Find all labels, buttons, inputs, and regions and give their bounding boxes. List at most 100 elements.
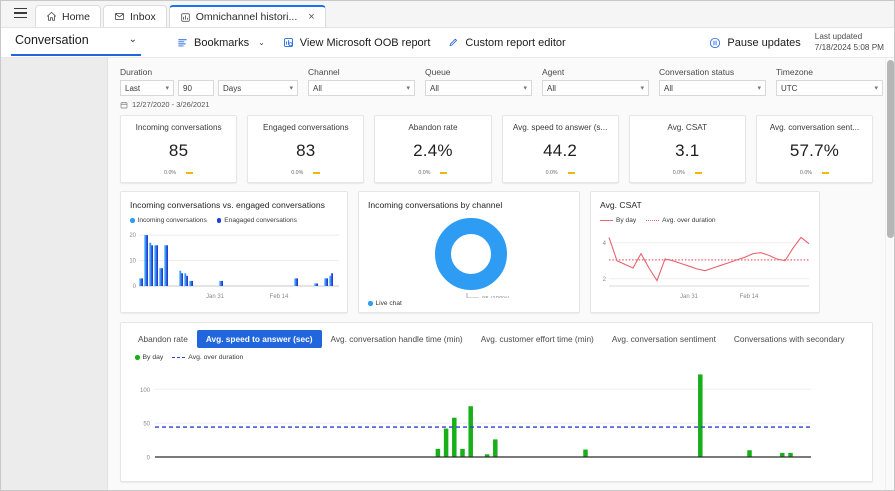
legend-item-engaged[interactable]: Enagaged conversations [216, 217, 297, 224]
chevron-down-icon: ▾ [874, 85, 878, 92]
close-icon[interactable]: × [308, 11, 315, 23]
browser-tab-omnichannel-historical[interactable]: Omnichannel histori... × [168, 5, 326, 27]
conversation-status-select[interactable]: All ▾ [659, 80, 766, 96]
metric-tab[interactable]: Avg. speed to answer (sec) [196, 330, 322, 348]
queue-select[interactable]: All ▾ [425, 80, 532, 96]
filter-duration-label: Duration [120, 67, 153, 77]
svg-text:50: 50 [143, 422, 150, 428]
chevron-down-icon: ▾ [406, 85, 410, 92]
legend-swatch-avg-over-duration [646, 220, 660, 221]
chart-incoming-by-channel[interactable]: 85 (100%) [359, 210, 579, 298]
timezone-select[interactable]: UTC ▾ [776, 80, 883, 96]
legend-item-avg-over-duration[interactable]: Avg. over duration [646, 217, 716, 224]
bookmarks-button[interactable]: Bookmarks ⌄ [177, 37, 265, 49]
metric-tab[interactable]: Conversations with secondary [733, 334, 845, 344]
view-oob-report-label: View Microsoft OOB report [299, 36, 431, 49]
duration-unit-select[interactable]: Days ▾ [218, 80, 298, 96]
pencil-icon [450, 38, 458, 46]
metric-detail-panel: Abandon rate Avg. speed to answer (sec) Av… [120, 322, 873, 482]
browser-tab-inbox-label: Inbox [130, 10, 156, 23]
kpi-delta: 0.0% [673, 170, 702, 176]
metric-tab[interactable]: Avg. conversation sentiment [611, 334, 716, 344]
report-icon [181, 12, 190, 22]
kpi-delta-percent: 0.0% [545, 170, 558, 176]
legend-item-incoming[interactable]: Incoming conversations [130, 217, 207, 224]
kpi-card[interactable]: Avg. conversation sent... 57.7% 0.0% [755, 115, 874, 183]
legend-item-live-chat[interactable]: Live chat [368, 300, 402, 307]
left-navigation-rail[interactable] [1, 58, 108, 490]
duration-amount-input[interactable]: 90 [178, 80, 214, 96]
custom-report-editor-button[interactable]: Custom report editor [448, 36, 566, 49]
legend-label-by-day: By day [616, 217, 637, 224]
vertical-scrollbar-thumb[interactable] [887, 60, 894, 238]
metric-tab-list: Abandon rate Avg. speed to answer (sec) Av… [121, 323, 872, 348]
hamburger-menu-icon[interactable] [7, 1, 33, 26]
filter-agent: Agent All ▾ [542, 67, 649, 109]
card-avg-csat-legend: By day Avg. over duration [591, 210, 819, 224]
kpi-card[interactable]: Engaged conversations 83 0.0% [247, 115, 365, 183]
chevron-down-icon: ▾ [640, 85, 644, 92]
kpi-card[interactable]: Avg. CSAT 3.1 0.0% [628, 115, 746, 183]
legend-label-engaged: Enagaged conversations [224, 217, 297, 224]
kpi-delta: 0.0% [164, 170, 194, 176]
chart-avg-speed-to-answer[interactable]: 50 100 0 [121, 361, 821, 461]
chart-avg-csat[interactable]: 2 4 Jan 31 Feb 14 [591, 224, 819, 302]
kpi-value: 2.4% [413, 141, 453, 160]
svg-text:85 (100%): 85 (100%) [482, 297, 510, 299]
agent-select[interactable]: All ▾ [542, 80, 649, 96]
browser-tab-home-label: Home [62, 10, 91, 23]
pause-updates-button[interactable]: Pause updates [709, 37, 801, 49]
kpi-card-row: Incoming conversations 85 0.0% Engaged conv… [108, 115, 885, 183]
card-incoming-by-channel-legend: Live chat [359, 298, 579, 307]
svg-text:20: 20 [129, 233, 136, 239]
card-avg-csat: Avg. CSAT By day Avg. over duration 2 4 Ja… [590, 191, 820, 313]
view-oob-report-button[interactable]: View Microsoft OOB report [283, 36, 431, 49]
chart-incoming-vs-engaged[interactable]: 0 10 20 Jan 31 Feb 14 [121, 224, 347, 302]
metric-tab[interactable]: Avg. conversation handle time (min) [330, 334, 463, 344]
kpi-card[interactable]: Abandon rate 2.4% 0.0% [374, 115, 492, 183]
kpi-delta: 0.0% [546, 170, 575, 176]
browser-tabstrip: Home Inbox Omnichannel histori... × [1, 1, 894, 28]
filter-duration: Duration Last ▾ 90 Days ▾ [120, 67, 298, 109]
card-incoming-by-channel-title: Incoming conversations by channel [368, 200, 503, 210]
legend-label-avg-over-duration: Avg. over duration [662, 217, 716, 224]
browser-tab-omnichannel-historical-label: Omnichannel histori... [195, 11, 298, 23]
kpi-card[interactable]: Incoming conversations 85 0.0% [120, 115, 238, 183]
view-selector-dropdown[interactable]: Conversation ⌄ [11, 30, 142, 56]
duration-relative-value: Last [125, 83, 141, 93]
vertical-scrollbar[interactable] [885, 58, 894, 490]
kpi-title: Avg. conversation sent... [769, 123, 860, 132]
command-buttons: Bookmarks ⌄ View Microsoft OOB report Cu… [177, 37, 566, 49]
legend-item-by-day[interactable]: By day [600, 217, 636, 224]
svg-text:Feb 14: Feb 14 [740, 294, 759, 300]
custom-report-editor-label: Custom report editor [465, 36, 566, 49]
last-updated-timestamp: 7/18/2024 5:08 PM [814, 42, 884, 52]
chart-card-row: Incoming conversations vs. engaged conve… [108, 183, 885, 313]
card-incoming-vs-engaged-title: Incoming conversations vs. engaged conve… [130, 200, 325, 210]
filter-channel-label: Channel [308, 67, 340, 77]
browser-tab-inbox[interactable]: Inbox [103, 5, 167, 27]
legend-item-metric-by-day[interactable]: By day [135, 354, 163, 361]
svg-text:Jan 31: Jan 31 [206, 294, 225, 300]
report-view-icon [283, 38, 293, 47]
kpi-card[interactable]: Avg. speed to answer (s... 44.2 0.0% [501, 115, 619, 183]
legend-item-metric-avg[interactable]: Avg. over duration [172, 354, 243, 361]
duration-relative-select[interactable]: Last ▾ [120, 80, 174, 96]
kpi-value: 57.7% [789, 141, 840, 160]
kpi-delta-percent: 0.0% [291, 170, 304, 176]
duration-date-range-text: 12/27/2020 - 3/26/2021 [132, 100, 210, 109]
card-incoming-by-channel: Incoming conversations by channel 85 (10… [358, 191, 580, 313]
metric-tab[interactable]: Abandon rate [138, 334, 188, 344]
browser-tab-home[interactable]: Home [35, 5, 102, 27]
filter-bar: Duration Last ▾ 90 Days ▾ [108, 58, 885, 115]
inbox-icon [115, 13, 125, 20]
metric-tab[interactable]: Avg. customer effort time (min) [480, 334, 594, 344]
chevron-down-icon: ▾ [165, 85, 169, 92]
chevron-down-icon: ⌄ [128, 34, 138, 45]
channel-select[interactable]: All ▾ [308, 80, 415, 96]
kpi-delta-percent: 0.0% [672, 170, 685, 176]
home-icon [46, 11, 57, 21]
legend-swatch-incoming [130, 218, 135, 223]
filter-conversation-status-label: Conversation status [659, 67, 735, 77]
